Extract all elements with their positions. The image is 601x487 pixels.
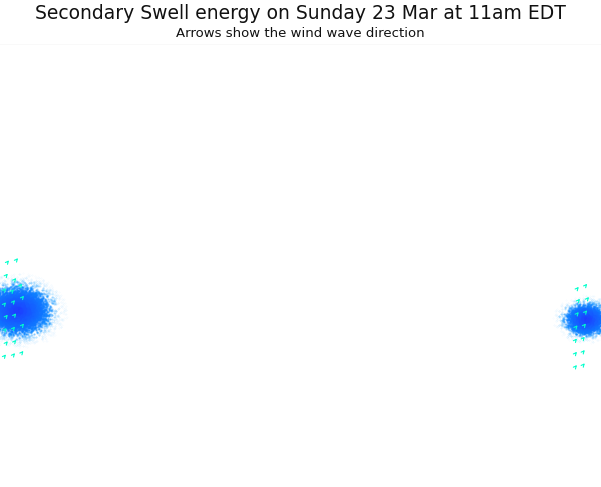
Text: Secondary Swell energy on Sunday 23 Mar at 11am EDT: Secondary Swell energy on Sunday 23 Mar …	[35, 4, 566, 23]
Text: Arrows show the wind wave direction: Arrows show the wind wave direction	[176, 27, 425, 40]
